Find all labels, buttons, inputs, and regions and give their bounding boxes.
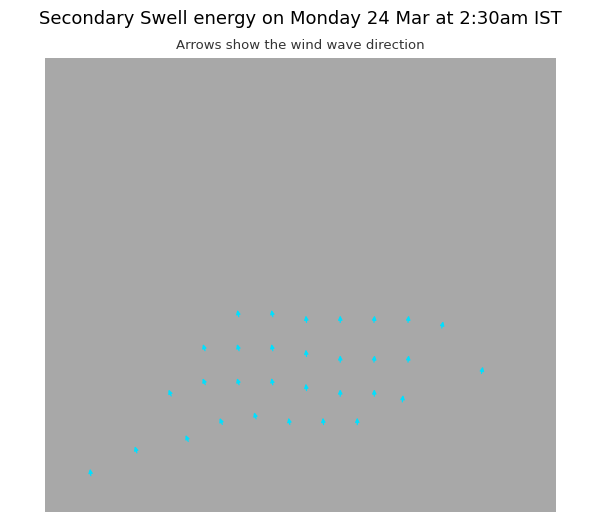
Text: Secondary Swell energy on Monday 24 Mar at 2:30am IST: Secondary Swell energy on Monday 24 Mar … — [39, 10, 562, 28]
Text: Arrows show the wind wave direction: Arrows show the wind wave direction — [176, 38, 425, 52]
